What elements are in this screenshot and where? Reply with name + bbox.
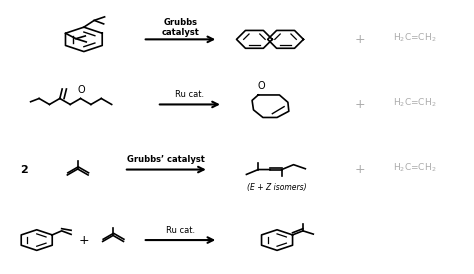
Text: +: +: [354, 163, 365, 176]
Text: H$_2$C=CH$_2$: H$_2$C=CH$_2$: [392, 162, 436, 175]
Text: Ru cat.: Ru cat.: [166, 226, 195, 235]
Text: catalyst: catalyst: [162, 28, 200, 37]
Text: H$_2$C=CH$_2$: H$_2$C=CH$_2$: [392, 97, 436, 109]
Text: Ru cat.: Ru cat.: [175, 90, 204, 99]
Text: H$_2$C=CH$_2$: H$_2$C=CH$_2$: [392, 32, 436, 44]
Text: O: O: [258, 81, 265, 92]
Text: 2: 2: [20, 165, 28, 175]
Text: Grubbs: Grubbs: [164, 18, 198, 27]
Text: +: +: [354, 98, 365, 111]
Text: +: +: [354, 33, 365, 46]
Text: Grubbs’ catalyst: Grubbs’ catalyst: [128, 155, 205, 164]
Text: O: O: [78, 85, 85, 95]
Text: +: +: [79, 233, 89, 247]
Text: (E + Z isomers): (E + Z isomers): [247, 183, 307, 192]
